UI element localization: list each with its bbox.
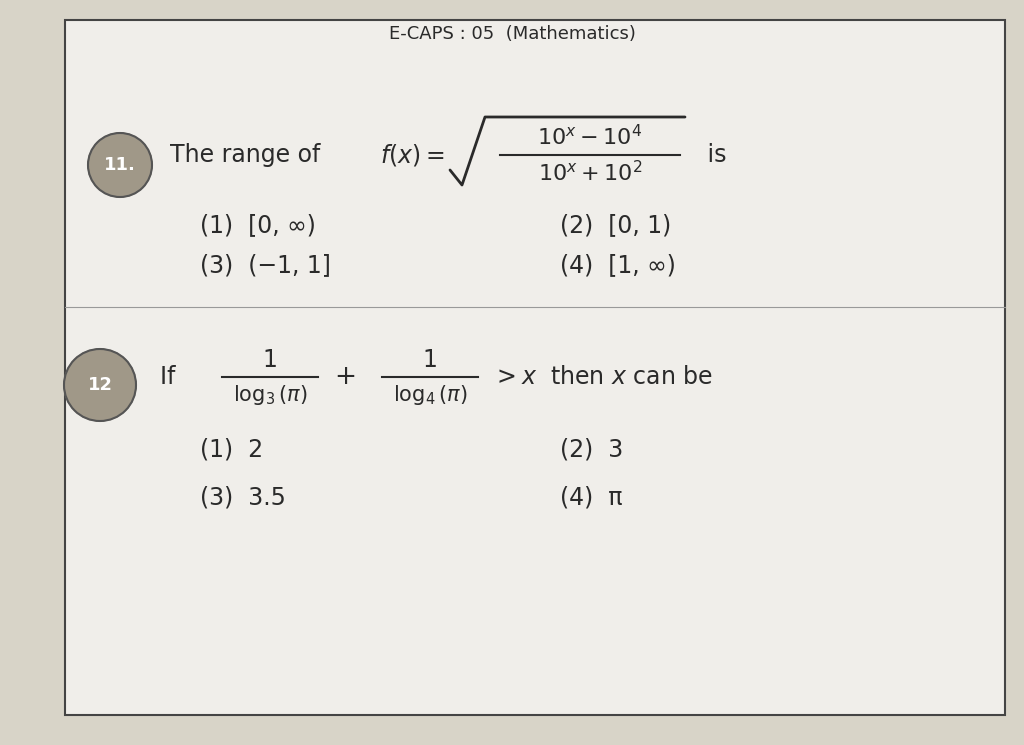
- Text: E-CAPS : 05  (Mathematics): E-CAPS : 05 (Mathematics): [388, 25, 636, 43]
- Text: 1: 1: [262, 348, 278, 372]
- Circle shape: [63, 349, 136, 421]
- Text: $f(x) =$: $f(x) =$: [380, 142, 444, 168]
- Text: (2)  3: (2) 3: [560, 438, 624, 462]
- Text: (4)  π: (4) π: [560, 485, 623, 509]
- Text: If: If: [160, 365, 190, 389]
- Text: (3)  3.5: (3) 3.5: [200, 485, 286, 509]
- Text: (1)  [0, ∞): (1) [0, ∞): [200, 213, 315, 237]
- Text: +: +: [334, 364, 356, 390]
- Text: $10^x - 10^4$: $10^x - 10^4$: [538, 124, 643, 150]
- Text: The range of: The range of: [170, 143, 336, 167]
- Text: $\log_4(\pi)$: $\log_4(\pi)$: [393, 383, 467, 407]
- Text: $\log_3(\pi)$: $\log_3(\pi)$: [232, 383, 307, 407]
- Text: (2)  [0, 1): (2) [0, 1): [560, 213, 672, 237]
- Text: (1)  2: (1) 2: [200, 438, 263, 462]
- Text: 11.: 11.: [104, 156, 136, 174]
- Circle shape: [88, 133, 152, 197]
- Text: (3)  (−1, 1]: (3) (−1, 1]: [200, 253, 331, 277]
- Text: 12: 12: [87, 376, 113, 394]
- Text: $10^x + 10^2$: $10^x + 10^2$: [538, 160, 642, 186]
- Text: $> x$  then $x$ can be: $> x$ then $x$ can be: [492, 365, 713, 389]
- Text: 1: 1: [423, 348, 437, 372]
- Text: (4)  [1, ∞): (4) [1, ∞): [560, 253, 676, 277]
- Text: is: is: [700, 143, 726, 167]
